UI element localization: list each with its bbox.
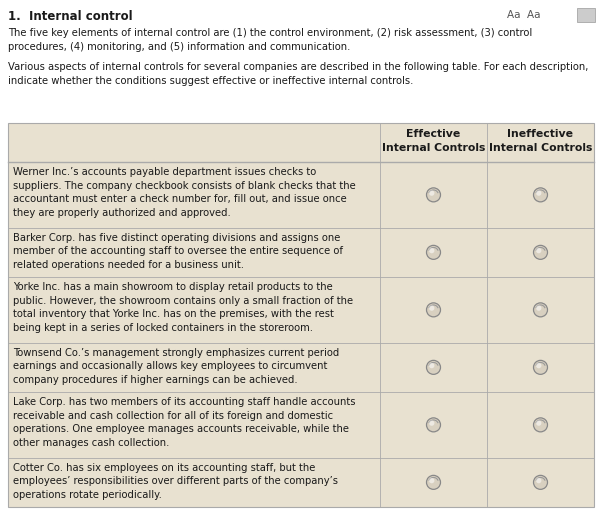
Wedge shape: [429, 305, 435, 311]
Wedge shape: [536, 248, 541, 253]
Text: Aa  Aa: Aa Aa: [507, 10, 541, 20]
Circle shape: [533, 303, 547, 317]
Circle shape: [533, 360, 547, 374]
Wedge shape: [429, 248, 435, 253]
Wedge shape: [536, 305, 541, 311]
Text: Internal Controls: Internal Controls: [382, 143, 485, 153]
Circle shape: [426, 476, 441, 489]
Text: Cotter Co. has six employees on its accounting staff, but the
employees’ respons: Cotter Co. has six employees on its acco…: [13, 463, 338, 500]
Circle shape: [426, 360, 441, 374]
Text: Townsend Co.’s management strongly emphasizes current period
earnings and occasi: Townsend Co.’s management strongly empha…: [13, 348, 340, 385]
Wedge shape: [429, 478, 435, 483]
FancyBboxPatch shape: [577, 8, 595, 22]
Wedge shape: [429, 190, 435, 196]
Circle shape: [533, 245, 547, 260]
Wedge shape: [536, 478, 541, 483]
Circle shape: [426, 188, 441, 202]
Circle shape: [426, 245, 441, 260]
Text: Effective: Effective: [406, 129, 461, 139]
Wedge shape: [429, 363, 435, 368]
Text: Barker Corp. has five distinct operating divisions and assigns one
member of the: Barker Corp. has five distinct operating…: [13, 233, 343, 270]
Text: Ineffective: Ineffective: [507, 129, 574, 139]
Text: 1.  Internal control: 1. Internal control: [8, 10, 132, 23]
Text: Werner Inc.’s accounts payable department issues checks to
suppliers. The compan: Werner Inc.’s accounts payable departmen…: [13, 167, 356, 218]
Circle shape: [533, 476, 547, 489]
Text: Internal Controls: Internal Controls: [489, 143, 592, 153]
Wedge shape: [536, 190, 541, 196]
Circle shape: [426, 418, 441, 432]
Text: Various aspects of internal controls for several companies are described in the : Various aspects of internal controls for…: [8, 62, 588, 86]
Circle shape: [533, 188, 547, 202]
Wedge shape: [429, 421, 435, 426]
Circle shape: [533, 418, 547, 432]
Text: Yorke Inc. has a main showroom to display retail products to the
public. However: Yorke Inc. has a main showroom to displa…: [13, 282, 353, 333]
Bar: [8, 123, 594, 507]
Text: Lake Corp. has two members of its accounting staff handle accounts
receivable an: Lake Corp. has two members of its accoun…: [13, 397, 356, 448]
Wedge shape: [536, 421, 541, 426]
Text: The five key elements of internal control are (1) the control environment, (2) r: The five key elements of internal contro…: [8, 28, 532, 52]
Wedge shape: [536, 363, 541, 368]
Circle shape: [426, 303, 441, 317]
